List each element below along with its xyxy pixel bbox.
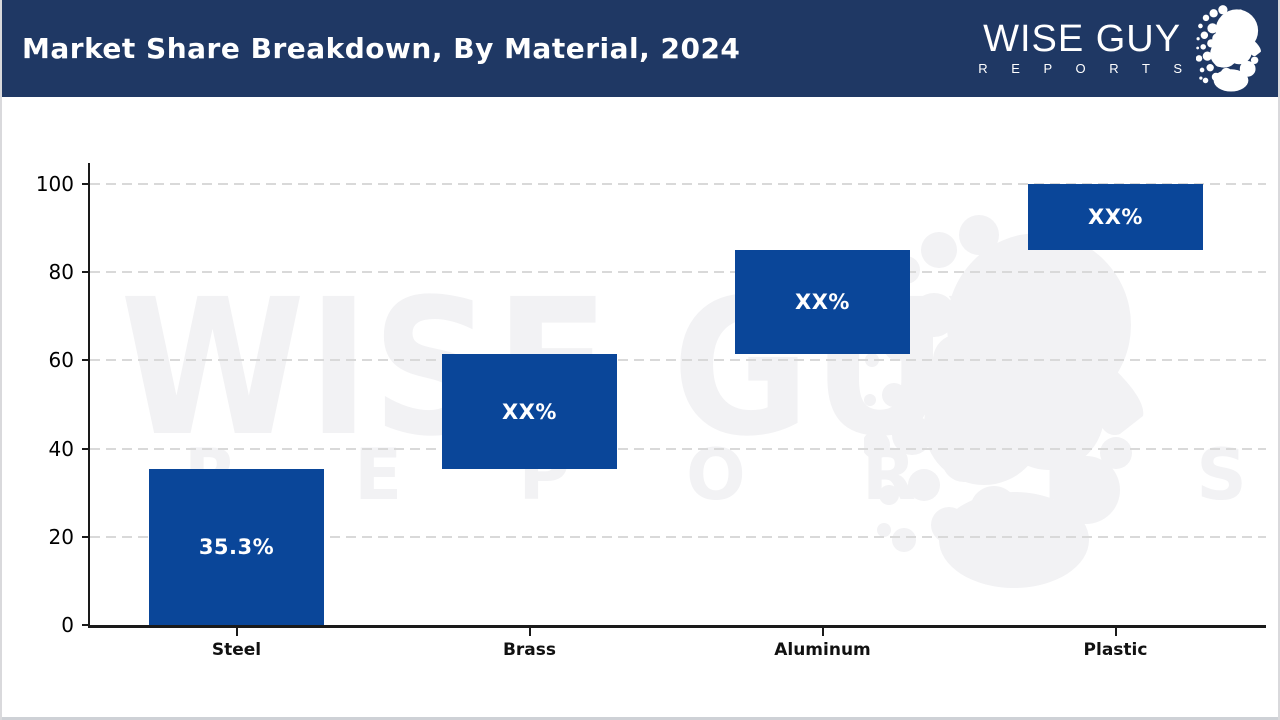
y-axis xyxy=(88,163,90,627)
gridline-80 xyxy=(90,271,1266,274)
gridline-100 xyxy=(90,183,1266,185)
x-tick-label-plastic: Plastic xyxy=(1083,640,1148,660)
wiseguy-logo-line2: R E P O R T S xyxy=(978,60,1192,76)
x-axis xyxy=(88,625,1266,628)
y-tick-label-60: 60 xyxy=(48,348,74,373)
wiseguy-logo-text: WISE GUY R E P O R T S xyxy=(972,18,1192,76)
bar-aluminum: XX% xyxy=(734,250,911,354)
x-tick-plastic xyxy=(1114,628,1117,636)
gridline-20 xyxy=(90,535,1266,538)
y-tick-100 xyxy=(82,183,90,185)
y-tick-label-0: 0 xyxy=(61,613,74,637)
wiseguy-logo-line1: WISE GUY xyxy=(983,18,1182,61)
x-tick-label-brass: Brass xyxy=(502,640,557,660)
wiseguy-head-icon xyxy=(1196,5,1261,92)
x-tick-brass xyxy=(528,628,531,636)
x-tick-label-steel: Steel xyxy=(211,640,262,660)
y-tick-label-80: 80 xyxy=(48,260,74,285)
y-tick-40 xyxy=(82,447,90,450)
y-tick-label-100: 100 xyxy=(35,172,74,196)
header-bar: Market Share Breakdown, By Material, 202… xyxy=(2,0,1278,97)
wiseguy-logo: WISE GUY R E P O R T S xyxy=(972,4,1266,92)
gridline-60 xyxy=(90,359,1266,362)
y-tick-0 xyxy=(82,624,90,626)
bar-steel: 35.3% xyxy=(148,469,325,625)
y-tick-80 xyxy=(82,271,90,274)
page-title: Market Share Breakdown, By Material, 202… xyxy=(22,32,741,65)
y-tick-label-40: 40 xyxy=(48,436,74,461)
bar-brass: XX% xyxy=(441,353,618,470)
bottom-edge-line xyxy=(2,717,1278,720)
bar-plastic: XX% xyxy=(1027,184,1204,251)
bar-value-label-steel: 35.3% xyxy=(198,535,275,560)
y-tick-60 xyxy=(82,359,90,362)
bar-value-label-plastic: XX% xyxy=(1088,205,1143,230)
x-tick-aluminum xyxy=(821,628,824,636)
x-tick-label-aluminum: Aluminum xyxy=(774,640,871,660)
y-tick-20 xyxy=(82,535,90,538)
gridline-40 xyxy=(90,447,1266,450)
x-tick-steel xyxy=(235,628,238,636)
bar-value-label-brass: XX% xyxy=(502,399,557,424)
y-tick-label-20: 20 xyxy=(48,524,74,549)
bar-value-label-aluminum: XX% xyxy=(795,289,850,314)
